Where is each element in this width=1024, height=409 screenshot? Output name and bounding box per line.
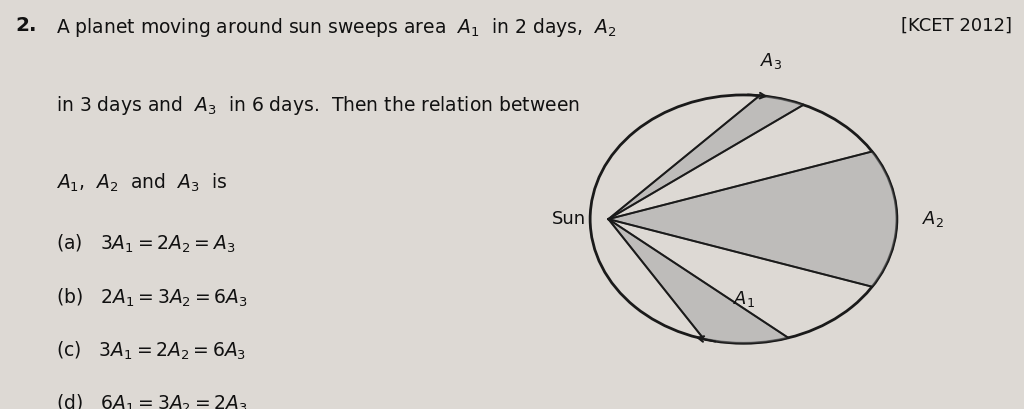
Text: [KCET 2012]: [KCET 2012] (900, 16, 1012, 35)
Text: $A_3$: $A_3$ (760, 51, 782, 71)
Polygon shape (608, 96, 804, 219)
Text: $A_1$,  $A_2$  and  $A_3$  is: $A_1$, $A_2$ and $A_3$ is (56, 172, 227, 194)
Text: (d)   $6A_1 = 3A_2 = 2A_3$: (d) $6A_1 = 3A_2 = 2A_3$ (56, 393, 248, 409)
Text: Sun: Sun (552, 210, 587, 228)
Text: (c)   $3A_1 = 2A_2 = 6A_3$: (c) $3A_1 = 2A_2 = 6A_3$ (56, 339, 247, 362)
Text: $A_1$: $A_1$ (733, 289, 756, 309)
Polygon shape (608, 219, 788, 343)
Text: $A_2$: $A_2$ (923, 209, 944, 229)
Text: (a)   $3A_1 = 2A_2 = A_3$: (a) $3A_1 = 2A_2 = A_3$ (56, 233, 236, 256)
Text: 2.: 2. (15, 16, 37, 35)
Text: A planet moving around sun sweeps area  $A_1$  in 2 days,  $A_2$: A planet moving around sun sweeps area $… (56, 16, 616, 39)
Polygon shape (608, 151, 897, 287)
Text: (b)   $2A_1 = 3A_2 = 6A_3$: (b) $2A_1 = 3A_2 = 6A_3$ (56, 286, 248, 309)
Text: in 3 days and  $A_3$  in 6 days.  Then the relation between: in 3 days and $A_3$ in 6 days. Then the … (56, 94, 581, 117)
